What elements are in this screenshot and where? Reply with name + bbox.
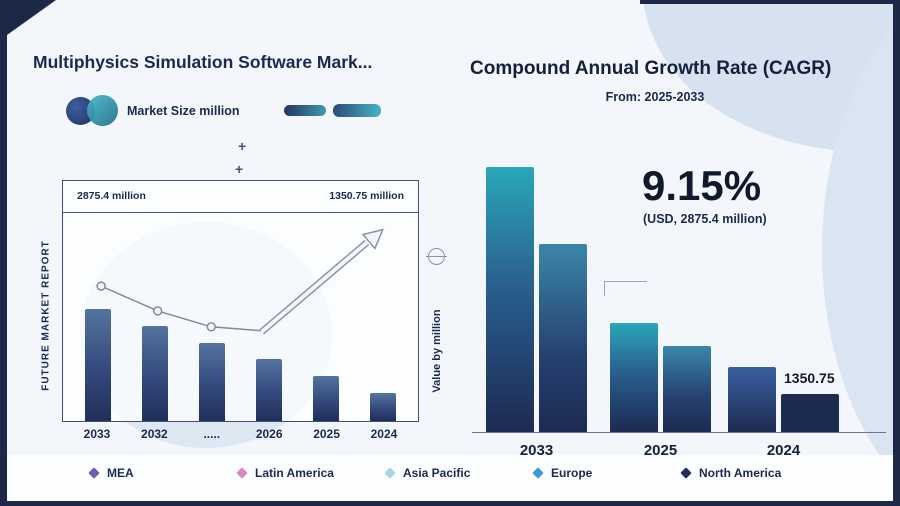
cagr-bar-group: 2033 (486, 167, 587, 459)
x-axis-line (472, 432, 886, 433)
plus-icon: + (238, 138, 247, 154)
max-value-label: 2875.4 million (77, 190, 146, 202)
cagr-bar (728, 367, 776, 432)
cagr-value: 9.15% (642, 162, 762, 209)
cagr-detail: (USD, 2875.4 million) (643, 212, 767, 226)
minus-circle-icon (426, 248, 447, 265)
legend-item-mea: MEA (88, 466, 238, 480)
y-axis-label: Value by million (431, 309, 443, 393)
legend-label: Europe (551, 466, 593, 480)
plus-icon: + (235, 161, 244, 177)
divider-line (63, 212, 418, 213)
diamond-icon (236, 467, 248, 479)
gradient-pills-icon (283, 104, 381, 117)
bracket-decoration (604, 281, 647, 296)
cagr-bar (486, 167, 534, 432)
legend-item-asia-pacific: Asia Pacific (384, 466, 534, 480)
cagr-bar (539, 244, 587, 432)
x-axis: 2033 2032..... 2026 2025 2024 (62, 427, 419, 441)
x-axis-label: ..... (203, 427, 221, 441)
x-axis-label: 2025 (313, 427, 340, 441)
left-chart-title: Multiphysics Simulation Software Mark... (33, 52, 373, 72)
value-annotation: 1350.75 (784, 370, 835, 386)
x-axis-label: 2025 (643, 442, 678, 459)
x-axis-label: 2024 (766, 442, 801, 459)
diamond-icon (88, 467, 100, 479)
legend-label: Asia Pacific (403, 466, 471, 480)
market-size-legend: Market Size million (66, 95, 381, 126)
frame-border-top (640, 0, 900, 4)
legend-item-north-america: North America (680, 466, 830, 480)
market-size-bar (370, 393, 396, 421)
bar-series (63, 181, 418, 421)
pill-icon (283, 105, 326, 116)
x-axis-label: 2032 (141, 427, 168, 441)
legend-label: MEA (107, 466, 134, 480)
cagr-bar (663, 346, 711, 432)
minus-line (426, 256, 447, 257)
market-size-chart: 2875.4 million 1350.75 million (62, 180, 419, 422)
side-watermark: FUTURE MARKET REPORT (40, 240, 52, 391)
sphere-teal-half (87, 95, 118, 126)
legend-item-europe: Europe (532, 466, 682, 480)
sphere-icon (66, 95, 118, 126)
market-size-bar (142, 326, 168, 421)
market-size-bar (256, 359, 282, 421)
legend-item-latin-america: Latin America (236, 466, 386, 480)
x-axis-label: 2026 (255, 427, 283, 441)
footer-band (7, 455, 893, 501)
diamond-icon (532, 467, 544, 479)
x-axis-label: 2033 (83, 427, 111, 441)
market-size-bar (313, 376, 339, 421)
frame-border-left (0, 0, 7, 506)
frame-border-right (893, 0, 900, 506)
cagr-bar-group: 2025 (610, 323, 711, 459)
cagr-chart: 2033 2025 2024 (470, 152, 890, 459)
cagr-bar (781, 394, 839, 432)
legend-label: Market Size million (127, 103, 240, 118)
market-size-bar (85, 309, 111, 421)
pill-icon (332, 104, 381, 117)
x-axis-label: 2033 (519, 442, 554, 459)
market-size-bar (199, 343, 225, 421)
chart-value-row: 2875.4 million 1350.75 million (63, 190, 418, 202)
legend-label: Latin America (255, 466, 334, 480)
diamond-icon (384, 467, 396, 479)
right-chart-subtitle: From: 2025-2033 (605, 90, 705, 104)
cagr-bar-group: 2024 (728, 367, 839, 459)
region-legend: MEA Latin America Asia Pacific Europe North … (88, 466, 830, 480)
cagr-bar (610, 323, 658, 432)
frame-corner-icon (0, 0, 56, 40)
frame-border-bottom (0, 501, 900, 506)
diamond-icon (680, 467, 692, 479)
min-value-label: 1350.75 million (329, 190, 404, 202)
legend-label: North America (699, 466, 782, 480)
x-axis-label: 2024 (370, 427, 398, 441)
right-chart-title: Compound Annual Growth Rate (CAGR) (470, 58, 832, 79)
